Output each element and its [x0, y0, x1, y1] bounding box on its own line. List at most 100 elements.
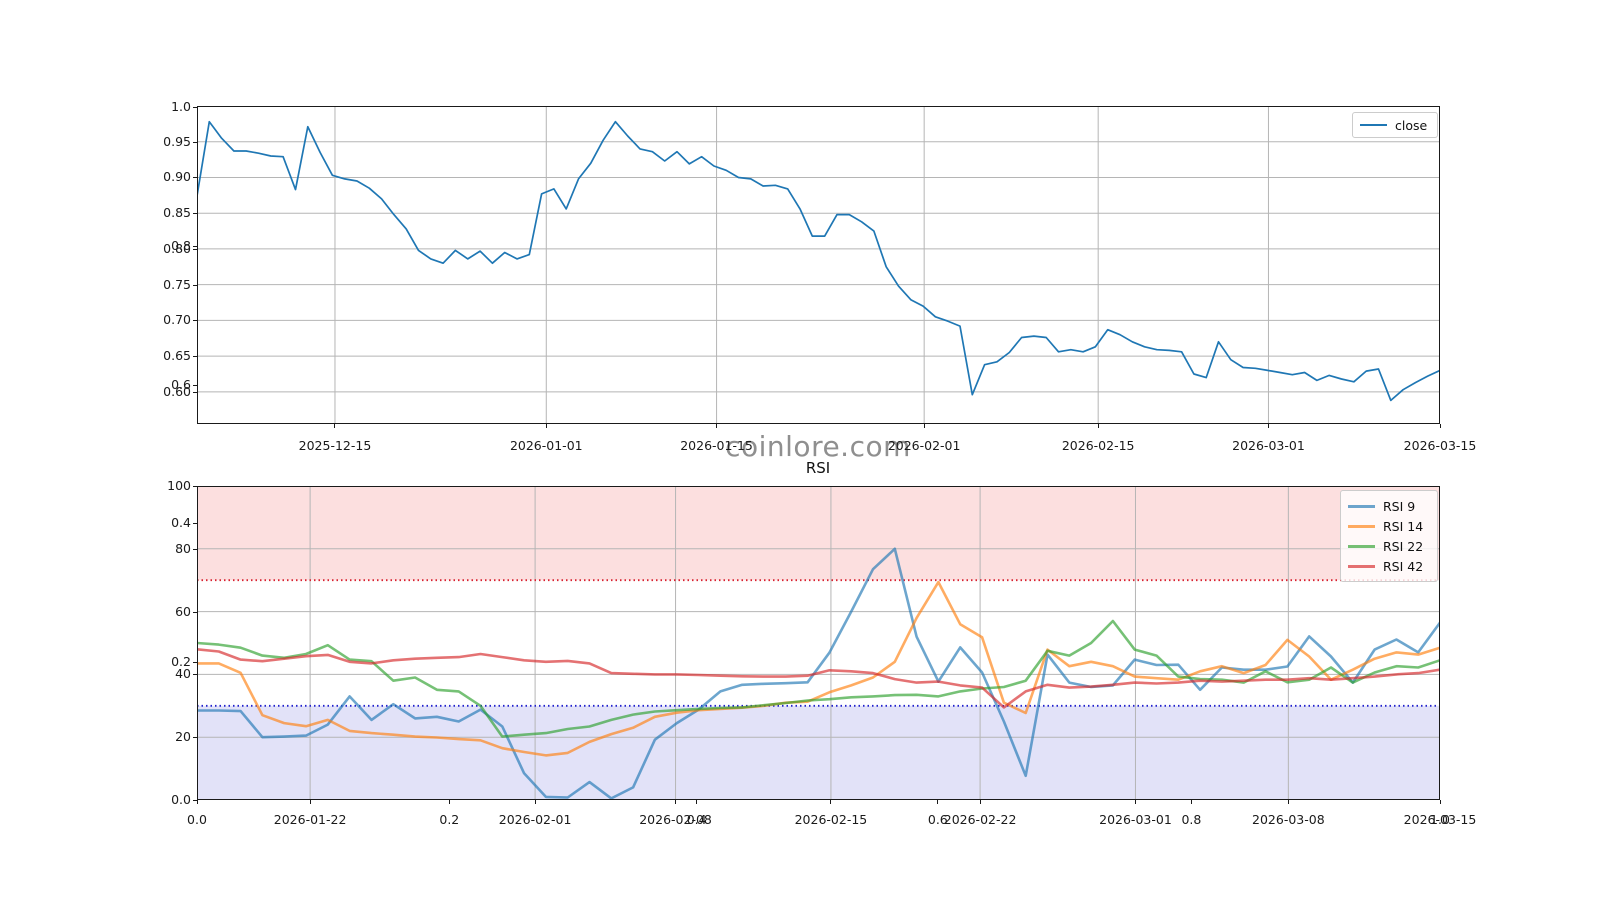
- price-legend: close: [1352, 112, 1438, 138]
- legend-label: RSI 9: [1383, 498, 1416, 514]
- phantom-y-tick-label: 1.0: [171, 98, 191, 114]
- legend-entry: RSI 42: [1348, 558, 1429, 574]
- phantom-x-tick-label: 0.2: [439, 812, 460, 827]
- x-tick-mark: [830, 800, 832, 804]
- legend-line-swatch: [1348, 504, 1375, 508]
- y-tick-mark: [193, 737, 197, 739]
- phantom-x-tick-mark: [1439, 800, 1441, 804]
- y-tick-label: 40: [175, 666, 191, 682]
- legend-label: RSI 22: [1383, 538, 1424, 554]
- x-tick-mark: [1097, 424, 1099, 428]
- x-tick-mark: [534, 800, 536, 804]
- legend-line-swatch: [1348, 524, 1375, 528]
- y-tick-label: 20: [175, 729, 191, 745]
- y-tick-mark: [193, 177, 197, 179]
- phantom-x-tick-mark: [696, 800, 698, 804]
- phantom-x-tick-label: 1.0: [1430, 812, 1450, 827]
- legend-label: close: [1395, 117, 1428, 133]
- x-tick-mark: [1439, 424, 1441, 428]
- y-tick-mark: [193, 611, 197, 613]
- phantom-y-tick-label: 0.0: [171, 792, 191, 807]
- x-tick-label: 2026-02-15: [1061, 438, 1135, 453]
- phantom-x-tick-mark: [937, 800, 939, 804]
- phantom-x-tick-mark: [448, 800, 450, 804]
- phantom-y-tick-mark: [193, 245, 197, 247]
- phantom-x-tick-label: 0.4: [686, 812, 707, 827]
- x-tick-mark: [716, 424, 718, 428]
- x-tick-mark: [1287, 800, 1289, 804]
- x-tick-label: 2026-02-22: [943, 812, 1017, 827]
- rsi-panel-title: RSI: [805, 459, 831, 477]
- legend-entry: RSI 9: [1348, 498, 1429, 514]
- y-tick-label: 0.90: [163, 169, 191, 185]
- y-tick-label: 0.65: [163, 348, 191, 364]
- phantom-y-tick-label: 0.8: [171, 237, 191, 253]
- legend-label: RSI 42: [1383, 558, 1424, 574]
- plot-border: [197, 106, 1440, 424]
- y-tick-mark: [193, 391, 197, 393]
- legend-entry: RSI 22: [1348, 538, 1429, 554]
- x-tick-label: 2026-02-15: [794, 812, 868, 827]
- x-tick-mark: [923, 424, 925, 428]
- y-tick-label: 0.95: [163, 133, 191, 149]
- rsi-chart-plot: [197, 486, 1440, 800]
- phantom-x-tick-mark: [1190, 800, 1192, 804]
- y-tick-label: 60: [175, 603, 191, 619]
- y-tick-mark: [193, 248, 197, 250]
- x-tick-mark: [334, 424, 336, 428]
- y-tick-label: 0.85: [163, 205, 191, 221]
- x-tick-label: 2026-03-15: [1403, 438, 1477, 453]
- rsi-42-line: [197, 648, 1440, 709]
- phantom-y-tick-mark: [193, 661, 197, 663]
- y-tick-mark: [193, 356, 197, 358]
- x-tick-mark: [545, 424, 547, 428]
- legend-entry: close: [1360, 117, 1429, 133]
- phantom-x-tick-label: 0.0: [187, 812, 207, 827]
- y-tick-mark: [193, 320, 197, 322]
- x-tick-label: 2026-01-01: [509, 438, 583, 453]
- x-tick-label: 2026-03-01: [1232, 438, 1305, 453]
- y-tick-mark: [193, 213, 197, 215]
- y-tick-mark: [193, 674, 197, 676]
- legend-label: RSI 14: [1383, 518, 1424, 534]
- legend-line-swatch: [1360, 124, 1387, 126]
- phantom-x-tick-label: 0.8: [1181, 812, 1202, 827]
- phantom-x-tick-label: 0.6: [927, 812, 948, 827]
- rsi-legend: RSI 9 RSI 14 RSI 22 RSI 42: [1340, 490, 1438, 582]
- x-tick-label: 2026-01-15: [680, 438, 753, 453]
- y-tick-mark: [193, 284, 197, 286]
- x-tick-mark: [1134, 800, 1136, 804]
- y-tick-label: 0.80: [163, 240, 191, 256]
- legend-line-swatch: [1348, 544, 1375, 548]
- oversold-band: [197, 705, 1440, 800]
- phantom-y-tick-label: 0.4: [171, 515, 191, 531]
- x-tick-label: 2026-02-08: [639, 812, 712, 827]
- x-tick-label: 2026-02-01: [887, 438, 961, 453]
- x-tick-mark: [309, 800, 311, 804]
- x-tick-label: 2025-12-15: [298, 438, 372, 453]
- coinlore-watermark: coinlore.com: [725, 430, 911, 463]
- phantom-y-tick-mark: [193, 523, 197, 525]
- x-tick-mark: [1267, 424, 1269, 428]
- legend-entry: RSI 14: [1348, 518, 1429, 534]
- x-tick-label: 2026-02-01: [498, 812, 572, 827]
- legend-line-swatch: [1348, 564, 1375, 568]
- phantom-y-tick-label: 0.6: [171, 376, 191, 392]
- y-tick-mark: [193, 486, 197, 487]
- phantom-y-tick-mark: [193, 800, 197, 801]
- x-tick-label: 2026-03-01: [1099, 812, 1172, 827]
- overbought-band: [197, 486, 1440, 581]
- x-tick-label: 2026-01-22: [273, 812, 347, 827]
- phantom-x-tick-mark: [196, 800, 198, 804]
- y-tick-label: 0.60: [163, 383, 191, 399]
- x-tick-label: 2026-03-15: [1403, 812, 1477, 827]
- rsi-14-line: [197, 580, 1440, 757]
- phantom-y-tick-mark: [193, 106, 197, 108]
- y-tick-label: 80: [175, 540, 191, 556]
- y-tick-mark: [193, 548, 197, 550]
- y-tick-label: 0.75: [163, 276, 191, 292]
- y-tick-label: 100: [167, 478, 191, 493]
- y-tick-mark: [193, 141, 197, 143]
- x-tick-mark: [675, 800, 677, 804]
